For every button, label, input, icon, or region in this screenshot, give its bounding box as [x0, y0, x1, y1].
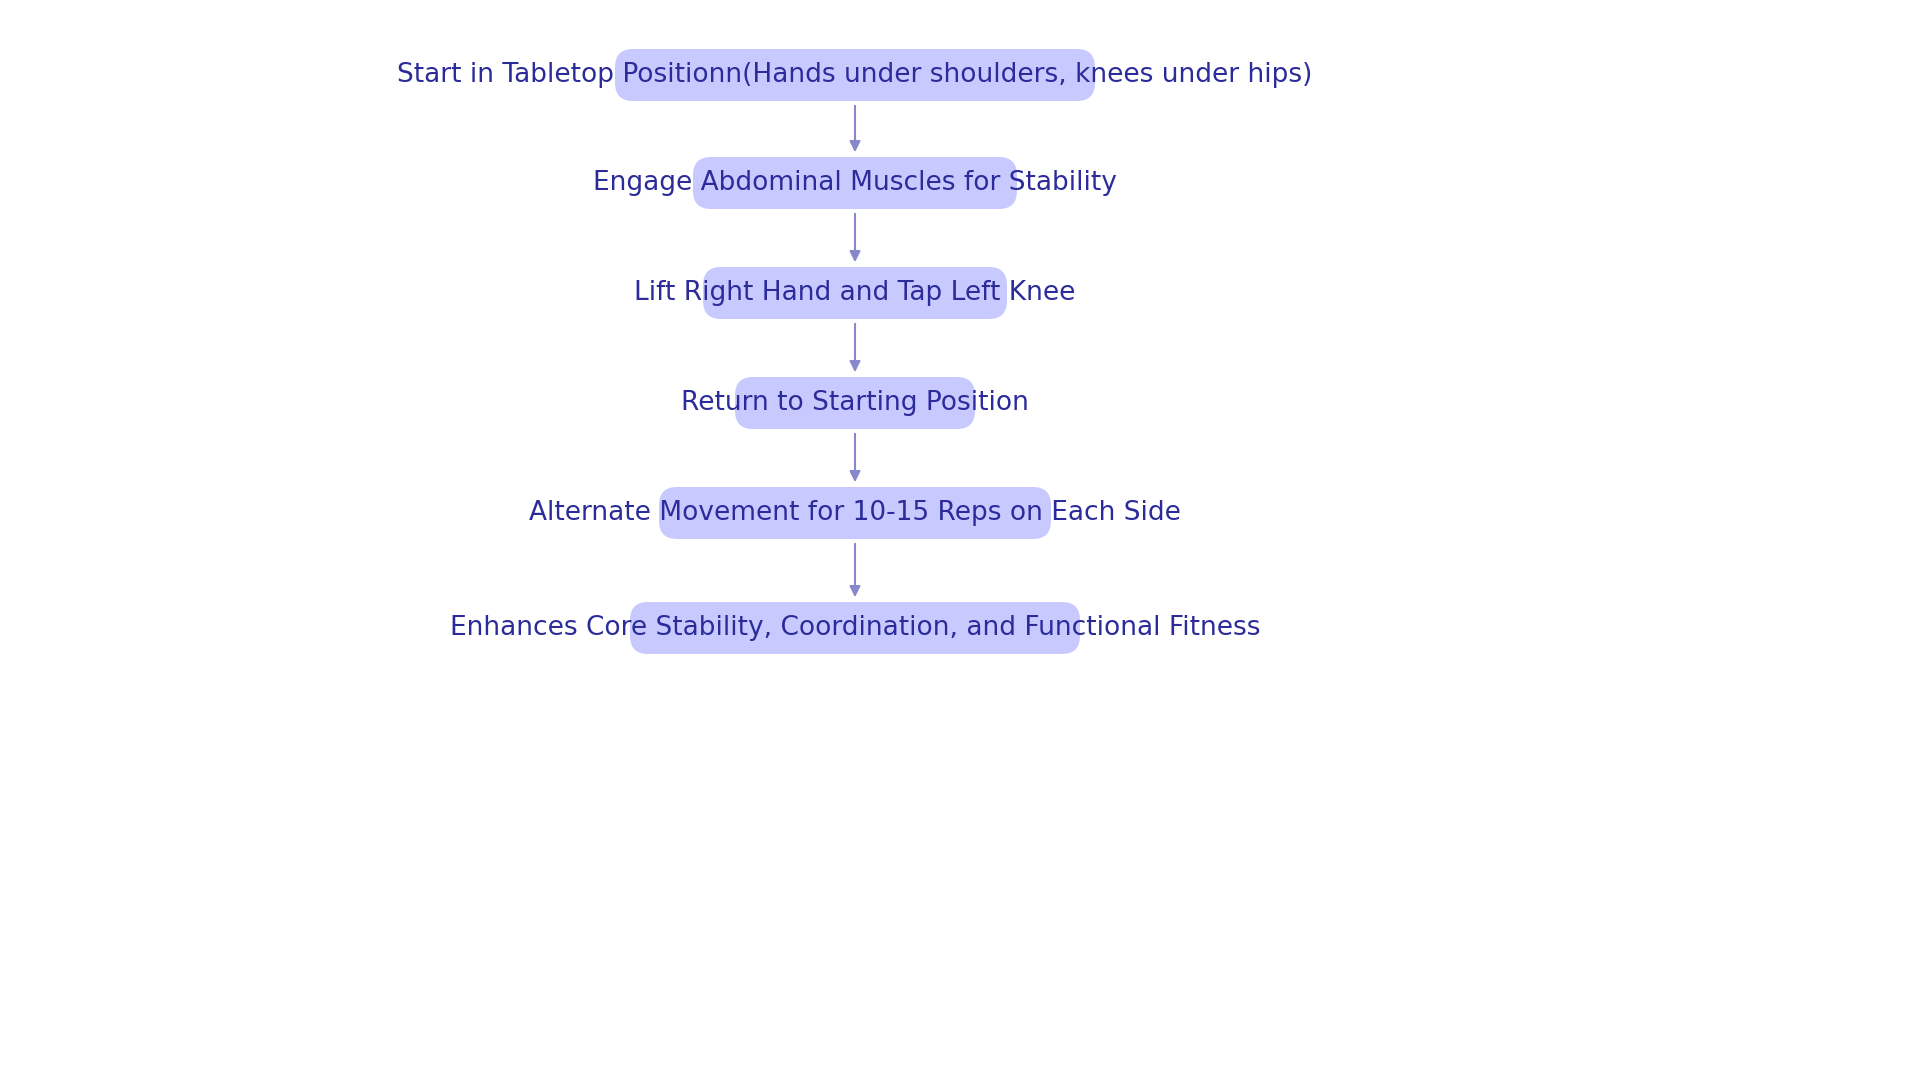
Text: Alternate Movement for 10-15 Reps on Each Side: Alternate Movement for 10-15 Reps on Eac… — [530, 500, 1181, 526]
FancyBboxPatch shape — [630, 602, 1079, 654]
FancyBboxPatch shape — [735, 377, 975, 429]
FancyBboxPatch shape — [659, 487, 1050, 539]
Text: Engage Abdominal Muscles for Stability: Engage Abdominal Muscles for Stability — [593, 170, 1117, 196]
Text: Enhances Core Stability, Coordination, and Functional Fitness: Enhances Core Stability, Coordination, a… — [449, 615, 1260, 641]
FancyBboxPatch shape — [703, 268, 1006, 319]
FancyBboxPatch shape — [693, 157, 1018, 209]
Text: Return to Starting Position: Return to Starting Position — [682, 390, 1029, 416]
Text: Start in Tabletop Positionn(Hands under shoulders, knees under hips): Start in Tabletop Positionn(Hands under … — [397, 62, 1313, 88]
Text: Lift Right Hand and Tap Left Knee: Lift Right Hand and Tap Left Knee — [634, 280, 1075, 306]
FancyBboxPatch shape — [614, 49, 1094, 101]
